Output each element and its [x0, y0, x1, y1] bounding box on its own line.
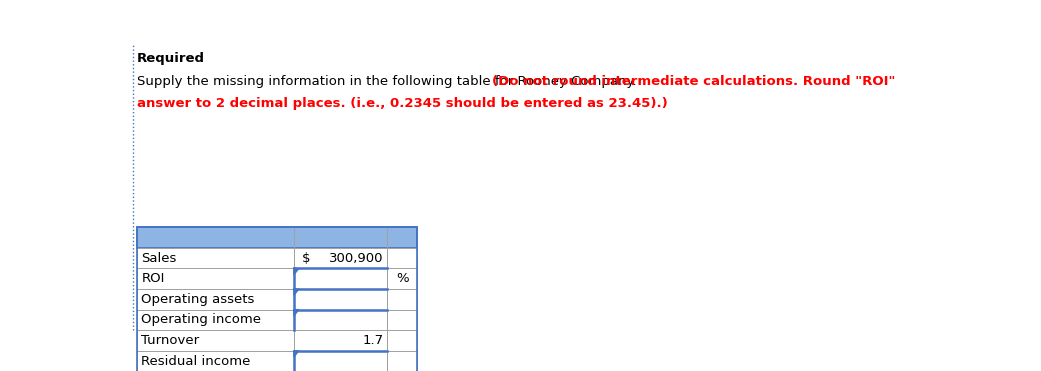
Bar: [386, 351, 417, 371]
Bar: [136, 310, 294, 330]
Bar: [294, 351, 386, 371]
Bar: [136, 330, 294, 351]
Polygon shape: [294, 289, 299, 295]
Bar: [386, 330, 417, 351]
Text: %: %: [396, 272, 408, 285]
Text: Residual income: Residual income: [142, 355, 251, 368]
Bar: [386, 310, 417, 330]
Text: ROI: ROI: [142, 272, 164, 285]
Text: Operating income: Operating income: [142, 313, 261, 326]
Text: Operating assets: Operating assets: [142, 293, 255, 306]
Text: Required: Required: [136, 52, 205, 65]
Text: $: $: [302, 252, 310, 265]
Bar: [136, 227, 417, 371]
Text: Supply the missing information in the following table for Rooney Company.: Supply the missing information in the fo…: [136, 75, 640, 88]
Bar: [386, 248, 417, 269]
Bar: [136, 227, 417, 248]
Text: 1.7: 1.7: [362, 334, 383, 347]
Text: Turnover: Turnover: [142, 334, 200, 347]
Text: (Do not round intermediate calculations. Round "ROI": (Do not round intermediate calculations.…: [492, 75, 895, 88]
Polygon shape: [294, 269, 299, 275]
Bar: [294, 330, 386, 351]
Bar: [136, 351, 294, 371]
Text: 300,900: 300,900: [329, 252, 383, 265]
Bar: [136, 248, 294, 269]
Polygon shape: [294, 310, 299, 316]
Bar: [294, 248, 386, 269]
Polygon shape: [294, 351, 299, 357]
Text: Sales: Sales: [142, 252, 177, 265]
Bar: [386, 269, 417, 289]
Bar: [294, 289, 386, 310]
Bar: [136, 269, 294, 289]
Text: answer to 2 decimal places. (i.e., 0.2345 should be entered as 23.45).): answer to 2 decimal places. (i.e., 0.234…: [136, 97, 667, 110]
Bar: [386, 289, 417, 310]
Bar: [294, 310, 386, 330]
Bar: [136, 289, 294, 310]
Bar: [294, 269, 386, 289]
